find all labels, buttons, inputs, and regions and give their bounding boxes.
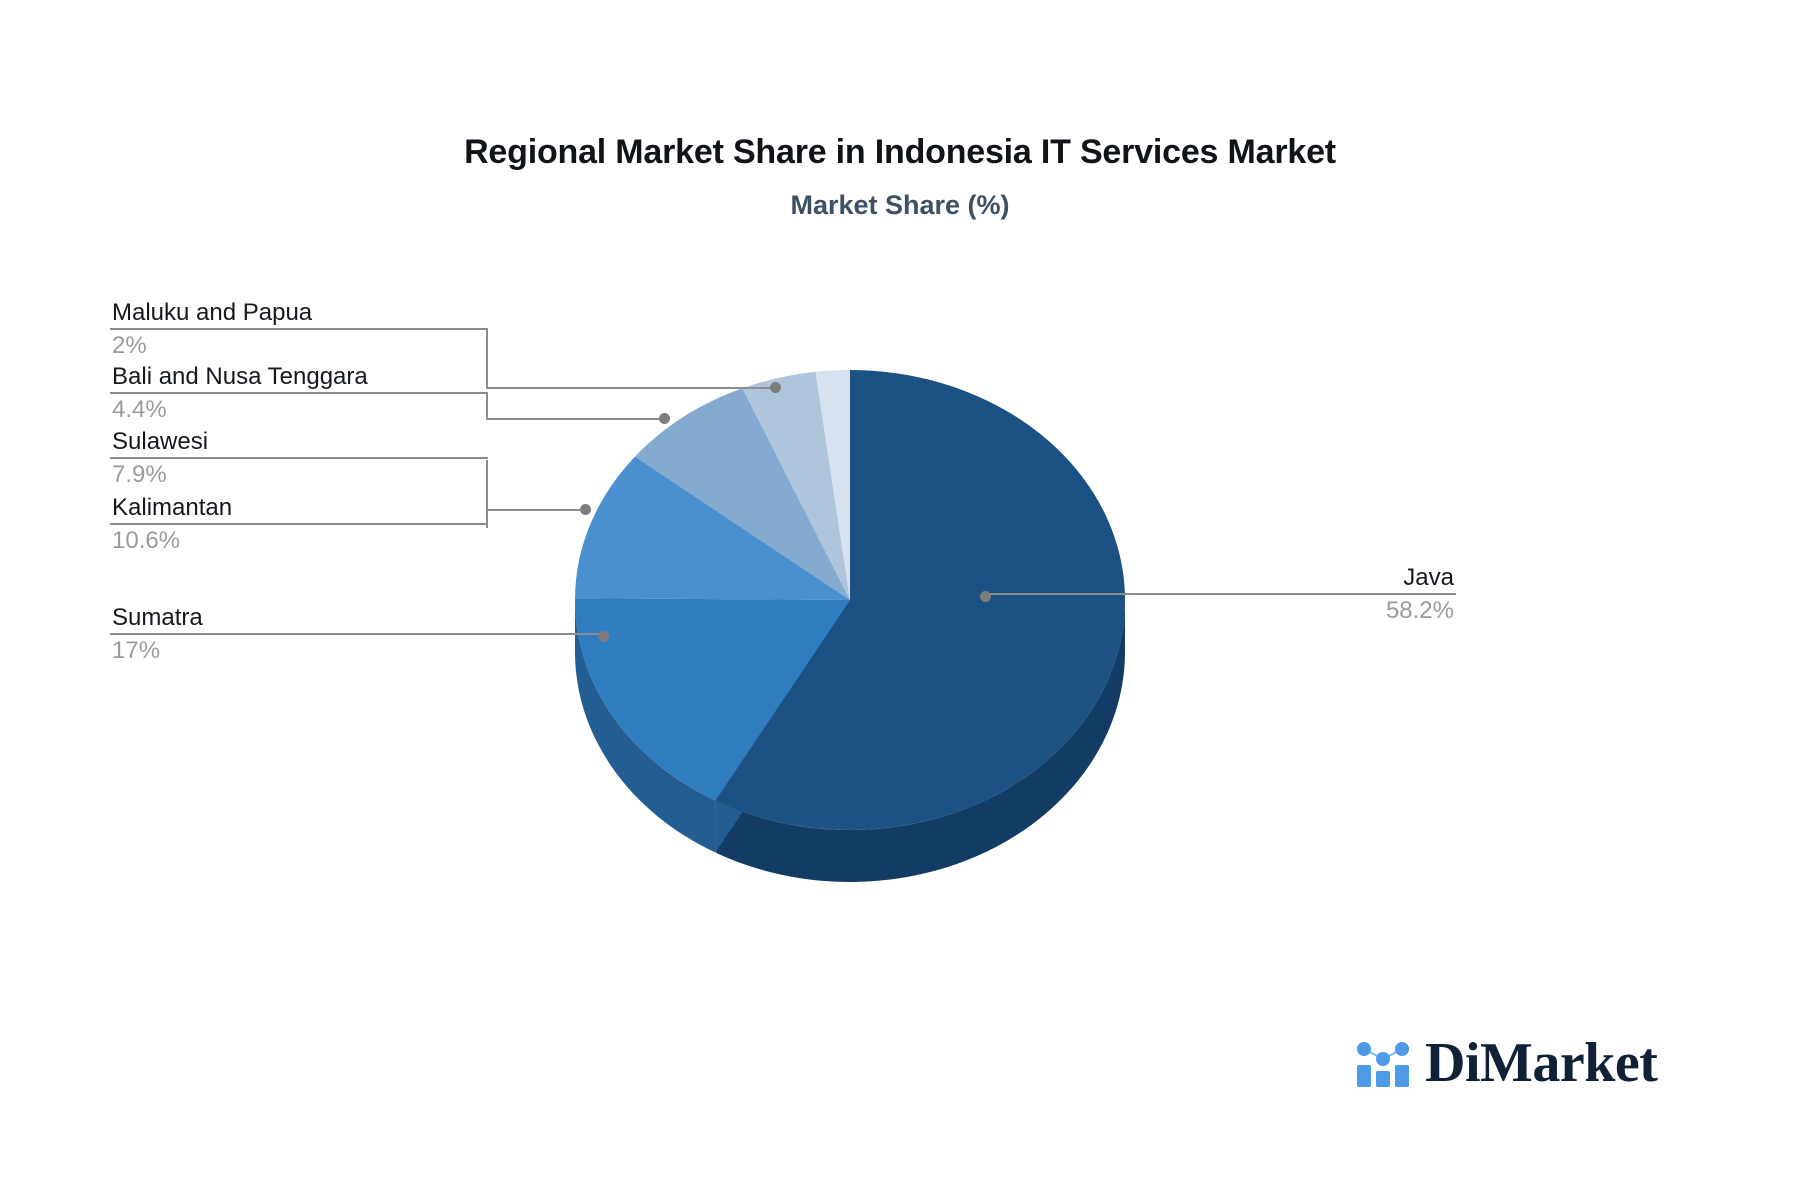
pie-slice-sumatra[interactable] bbox=[575, 598, 850, 801]
callout-rule-maluku bbox=[110, 328, 488, 330]
pie-slice-maluku-and-papua[interactable] bbox=[815, 370, 850, 600]
callout-label-kalimantan: Kalimantan bbox=[112, 494, 233, 521]
brand-name: DiMarket bbox=[1425, 1032, 1658, 1094]
pie-chart bbox=[575, 370, 1225, 930]
callout-value-sumatra: 17% bbox=[112, 637, 161, 664]
callout-sumatra[interactable]: Sumatra 17% bbox=[110, 603, 605, 667]
leader-vertical-bali bbox=[486, 394, 488, 420]
leader-line-maluku bbox=[486, 387, 776, 389]
pie-slice-sulawesi[interactable] bbox=[634, 388, 850, 600]
callout-label-sumatra: Sumatra bbox=[112, 604, 203, 631]
leader-dot-java bbox=[980, 591, 991, 602]
pie-slice-kalimantan[interactable] bbox=[575, 456, 850, 600]
callout-rule-bali bbox=[110, 392, 488, 394]
pie-slice-side bbox=[575, 599, 716, 853]
callout-bali-and-nusa-tenggara[interactable]: Bali and Nusa Tenggara 4.4% bbox=[110, 362, 488, 426]
chart-subtitle: Market Share (%) bbox=[790, 190, 1010, 220]
callout-rule-sulawesi bbox=[110, 457, 488, 459]
leader-line-sulawesi bbox=[486, 509, 586, 511]
pie-slice-bali-and-nusa-tenggara[interactable] bbox=[742, 371, 850, 600]
leader-vertical-maluku bbox=[486, 330, 488, 389]
leader-vertical-sulawesi bbox=[486, 460, 488, 510]
callout-value-maluku: 2% bbox=[112, 332, 147, 359]
callout-label-maluku: Maluku and Papua bbox=[112, 299, 313, 326]
callout-java[interactable]: Java 58.2% bbox=[988, 563, 1456, 627]
callout-label-bali: Bali and Nusa Tenggara bbox=[112, 363, 368, 390]
chart-title: Regional Market Share in Indonesia IT Se… bbox=[464, 133, 1336, 171]
leader-vertical-kalimantan bbox=[486, 509, 488, 528]
pie-slice-side bbox=[716, 602, 1125, 882]
callout-value-bali: 4.4% bbox=[112, 396, 167, 423]
callout-maluku-and-papua[interactable]: Maluku and Papua 2% bbox=[110, 298, 488, 362]
dimarket-logo: DiMarket bbox=[1355, 1032, 1658, 1094]
leader-dot-maluku bbox=[770, 382, 781, 393]
callout-sulawesi[interactable]: Sulawesi 7.9% bbox=[110, 427, 488, 491]
callout-rule-java bbox=[988, 593, 1456, 595]
pie-slice-java[interactable] bbox=[715, 370, 1125, 830]
callout-value-sulawesi: 7.9% bbox=[112, 461, 167, 488]
callout-rule-kalimantan bbox=[110, 523, 488, 525]
pie-chart-svg bbox=[575, 370, 1125, 882]
leader-dot-sumatra bbox=[598, 631, 609, 642]
callout-value-kalimantan: 10.6% bbox=[112, 527, 181, 554]
callout-kalimantan[interactable]: Kalimantan 10.6% bbox=[110, 493, 488, 557]
callout-value-java: 58.2% bbox=[1385, 597, 1454, 624]
bar-chart-icon bbox=[1357, 1042, 1409, 1087]
leader-dot-sulawesi bbox=[580, 504, 591, 515]
callout-rule-sumatra bbox=[110, 633, 605, 635]
leader-line-bali bbox=[486, 418, 665, 420]
callout-label-java: Java bbox=[1403, 564, 1454, 591]
callout-label-sulawesi: Sulawesi bbox=[112, 428, 209, 455]
leader-dot-bali bbox=[659, 413, 670, 424]
